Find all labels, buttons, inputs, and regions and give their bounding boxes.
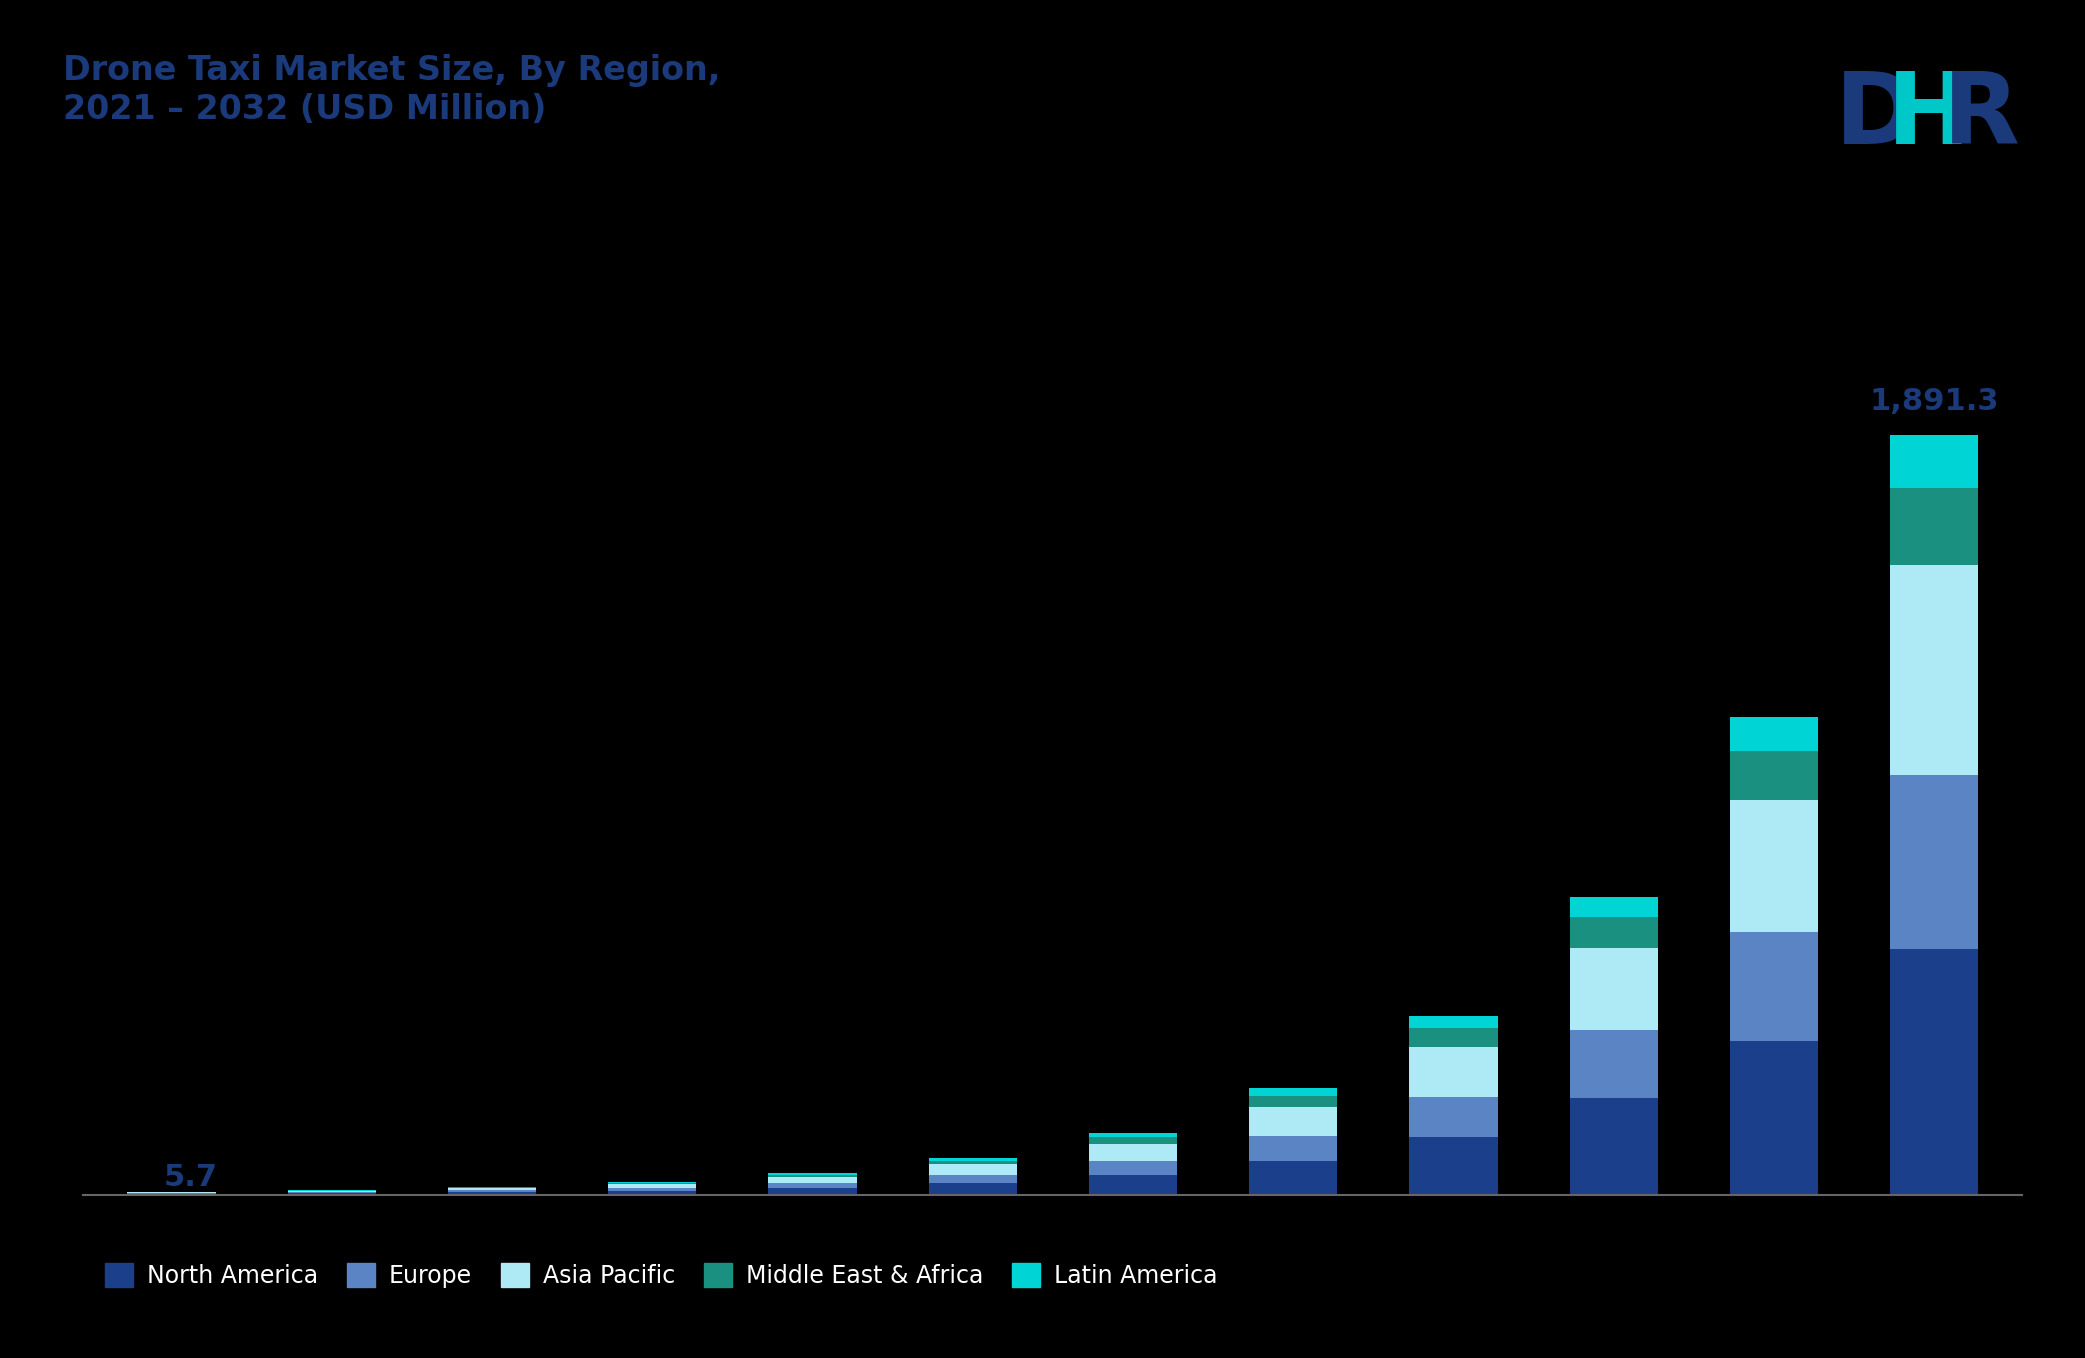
Bar — [1891, 488, 1979, 565]
Bar — [1409, 1138, 1497, 1195]
Bar — [448, 1188, 536, 1191]
Bar — [928, 1183, 1017, 1195]
Bar — [448, 1191, 536, 1192]
Bar — [1731, 1040, 1818, 1195]
Bar — [1570, 1031, 1658, 1099]
Bar — [928, 1158, 1017, 1161]
Bar — [1249, 1161, 1336, 1195]
Bar — [928, 1161, 1017, 1164]
Bar — [1570, 896, 1658, 918]
Text: 1,891.3: 1,891.3 — [1870, 387, 2000, 416]
Bar — [288, 1194, 375, 1195]
Text: H: H — [1887, 68, 1970, 164]
Text: 5.7: 5.7 — [163, 1162, 217, 1192]
Bar — [1249, 1137, 1336, 1161]
Bar — [769, 1173, 857, 1175]
Bar — [1249, 1089, 1336, 1096]
Bar — [609, 1187, 696, 1191]
Bar — [1731, 751, 1818, 800]
Bar — [1088, 1133, 1178, 1138]
Bar — [609, 1184, 696, 1187]
Bar — [448, 1192, 536, 1195]
Text: D: D — [1835, 68, 1918, 164]
Bar — [1570, 918, 1658, 948]
Bar — [1249, 1107, 1336, 1137]
Bar — [1891, 775, 1979, 949]
Bar — [1249, 1096, 1336, 1107]
Bar — [1088, 1138, 1178, 1143]
Bar — [769, 1183, 857, 1188]
Bar — [1731, 717, 1818, 751]
Bar — [1891, 565, 1979, 775]
Bar — [1409, 1096, 1497, 1138]
Bar — [769, 1177, 857, 1183]
Bar — [928, 1164, 1017, 1175]
Bar — [1409, 1028, 1497, 1047]
Bar — [1088, 1143, 1178, 1161]
Bar — [609, 1191, 696, 1195]
Bar — [769, 1188, 857, 1195]
Bar — [1088, 1175, 1178, 1195]
Bar — [1891, 435, 1979, 488]
Bar — [1731, 932, 1818, 1040]
Bar — [928, 1175, 1017, 1183]
Legend: North America, Europe, Asia Pacific, Middle East & Africa, Latin America: North America, Europe, Asia Pacific, Mid… — [96, 1253, 1228, 1297]
Bar — [769, 1175, 857, 1177]
Bar — [1570, 948, 1658, 1031]
Bar — [1409, 1016, 1497, 1028]
Bar — [1088, 1161, 1178, 1175]
Text: R: R — [1943, 68, 2020, 164]
Bar — [1409, 1047, 1497, 1096]
Bar — [1570, 1099, 1658, 1195]
Text: Drone Taxi Market Size, By Region,
2021 – 2032 (USD Million): Drone Taxi Market Size, By Region, 2021 … — [63, 54, 719, 125]
Bar — [1731, 800, 1818, 932]
Bar — [1891, 949, 1979, 1195]
